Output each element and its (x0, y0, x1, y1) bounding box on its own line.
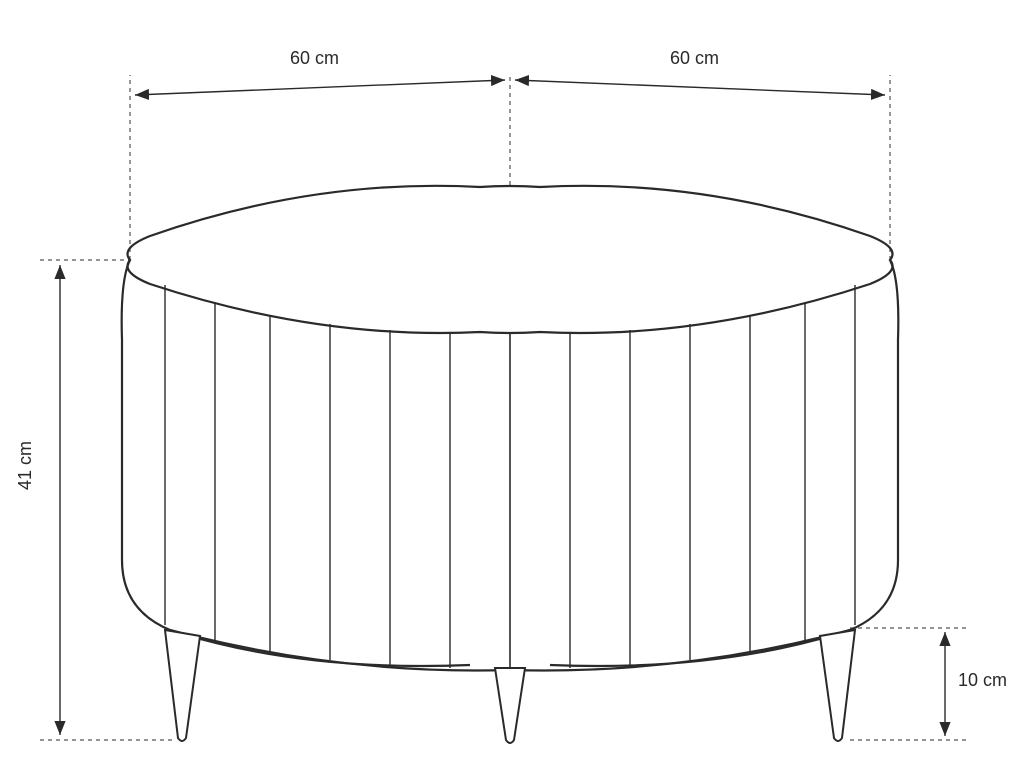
dim-height-label: 41 cm (15, 441, 36, 490)
dim-width-left-label: 60 cm (290, 48, 339, 69)
diagram-canvas: 60 cm 60 cm 41 cm 10 cm (0, 0, 1020, 776)
ottoman-diagram (0, 0, 1020, 776)
dim-leg-height-label: 10 cm (958, 670, 1007, 691)
dim-width-right-label: 60 cm (670, 48, 719, 69)
